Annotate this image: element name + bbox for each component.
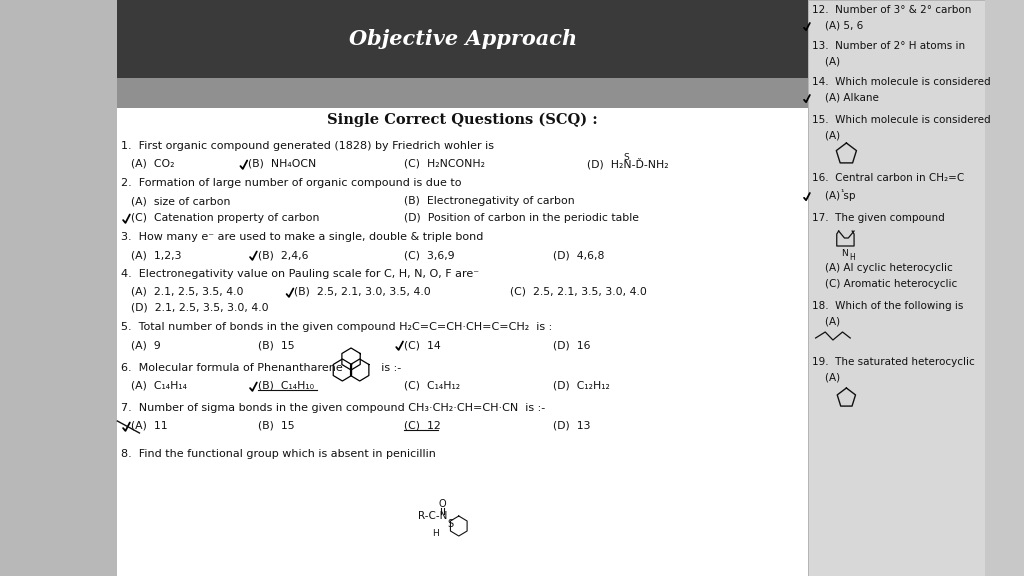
Text: (B)  2.5, 2.1, 3.0, 3.5, 4.0: (B) 2.5, 2.1, 3.0, 3.5, 4.0: [294, 287, 431, 297]
Text: (C)  3,6,9: (C) 3,6,9: [403, 250, 455, 260]
Text: (C)  14: (C) 14: [403, 340, 440, 350]
Bar: [118, 0, 808, 80]
Text: (A)  1,2,3: (A) 1,2,3: [131, 250, 181, 260]
Text: S: S: [624, 153, 629, 161]
Text: (D)  H₂N-Ď-NH₂: (D) H₂N-Ď-NH₂: [587, 158, 669, 170]
Text: (B)  NH₄OCN: (B) NH₄OCN: [248, 159, 316, 169]
Text: (C)  C₁₄H₁₂: (C) C₁₄H₁₂: [403, 381, 460, 391]
Bar: [808, 0, 985, 576]
Text: O: O: [438, 499, 446, 509]
Text: 6.  Molecular formula of Phenantharene           is :-: 6. Molecular formula of Phenantharene is…: [121, 363, 401, 373]
Text: (C) Aromatic heterocyclic: (C) Aromatic heterocyclic: [812, 279, 957, 289]
Text: 14.  Which molecule is considered: 14. Which molecule is considered: [812, 77, 990, 87]
Bar: [118, 100, 808, 576]
Text: (B)  2,4,6: (B) 2,4,6: [258, 250, 308, 260]
Text: (D)  4,6,8: (D) 4,6,8: [553, 250, 604, 260]
Text: 17.  The given compound: 17. The given compound: [812, 213, 944, 223]
Text: (C)  Catenation property of carbon: (C) Catenation property of carbon: [131, 213, 319, 223]
Text: (A): (A): [812, 131, 840, 141]
Text: R-C-N: R-C-N: [419, 511, 447, 521]
Text: H: H: [849, 252, 855, 262]
Text: (A) 5, 6: (A) 5, 6: [812, 21, 863, 31]
Text: Objective Approach: Objective Approach: [348, 29, 577, 49]
Text: (B)  15: (B) 15: [258, 340, 294, 350]
Text: 3.  How many e⁻ are used to make a single, double & triple bond: 3. How many e⁻ are used to make a single…: [121, 232, 483, 242]
Text: (A)  2.1, 2.5, 3.5, 4.0: (A) 2.1, 2.5, 3.5, 4.0: [131, 287, 244, 297]
Text: (A) Alkane: (A) Alkane: [812, 93, 879, 103]
Text: (A) Al cyclic heterocyclic: (A) Al cyclic heterocyclic: [812, 263, 952, 273]
Text: (A): (A): [812, 317, 840, 327]
Text: (D)  13: (D) 13: [553, 421, 591, 431]
Text: 15.  Which molecule is considered: 15. Which molecule is considered: [812, 115, 990, 125]
Text: 19.  The saturated heterocyclic: 19. The saturated heterocyclic: [812, 357, 975, 367]
Text: (A)  C₁₄H₁₄: (A) C₁₄H₁₄: [131, 381, 186, 391]
Text: 16.  Central carbon in CH₂=C: 16. Central carbon in CH₂=C: [812, 173, 964, 183]
Text: (A): (A): [812, 373, 840, 383]
Text: (A)  CO₂: (A) CO₂: [131, 159, 174, 169]
Text: (D)  2.1, 2.5, 3.5, 3.0, 4.0: (D) 2.1, 2.5, 3.5, 3.0, 4.0: [131, 303, 268, 313]
Bar: [118, 78, 808, 108]
Text: 7.  Number of sigma bonds in the given compound CH₃·CH₂·CH=CH·CN  is :-: 7. Number of sigma bonds in the given co…: [121, 403, 546, 413]
Text: 4.  Electronegativity value on Pauling scale for C, H, N, O, F are⁻: 4. Electronegativity value on Pauling sc…: [121, 269, 479, 279]
Text: 2.  Formation of large number of organic compound is due to: 2. Formation of large number of organic …: [121, 178, 462, 188]
Text: (C)  12: (C) 12: [403, 421, 440, 431]
Text: (C)  2.5, 2.1, 3.5, 3.0, 4.0: (C) 2.5, 2.1, 3.5, 3.0, 4.0: [510, 287, 646, 297]
Text: (A)  11: (A) 11: [131, 421, 168, 431]
Text: (D)  16: (D) 16: [553, 340, 591, 350]
Text: (A)  9: (A) 9: [131, 340, 161, 350]
Text: (A)  size of carbon: (A) size of carbon: [131, 196, 230, 206]
Text: (A): (A): [812, 57, 840, 67]
Text: H: H: [432, 529, 439, 539]
Text: 13.  Number of 2° H atoms in: 13. Number of 2° H atoms in: [812, 41, 965, 51]
Text: (B)  C₁₄H₁₀: (B) C₁₄H₁₀: [258, 381, 313, 391]
Text: ¹: ¹: [841, 188, 844, 196]
Text: Single Correct Questions (SCQ) :: Single Correct Questions (SCQ) :: [328, 113, 598, 127]
Text: (D)  C₁₂H₁₂: (D) C₁₂H₁₂: [553, 381, 610, 391]
Text: (D)  Position of carbon in the periodic table: (D) Position of carbon in the periodic t…: [403, 213, 639, 223]
Text: 18.  Which of the following is: 18. Which of the following is: [812, 301, 964, 311]
Text: 5.  Total number of bonds in the given compound H₂C=C=CH·CH=C=CH₂  is :: 5. Total number of bonds in the given co…: [121, 322, 552, 332]
Text: (A) sp: (A) sp: [812, 191, 855, 201]
Text: N: N: [841, 248, 848, 257]
Text: 12.  Number of 3° & 2° carbon: 12. Number of 3° & 2° carbon: [812, 5, 971, 15]
Text: S: S: [447, 519, 454, 529]
Text: 1.  First organic compound generated (1828) by Friedrich wohler is: 1. First organic compound generated (182…: [121, 141, 495, 151]
Text: (B)  15: (B) 15: [258, 421, 294, 431]
Text: (B)  Electronegativity of carbon: (B) Electronegativity of carbon: [403, 196, 574, 206]
Text: 8.  Find the functional group which is absent in penicillin: 8. Find the functional group which is ab…: [121, 449, 436, 459]
Bar: [0, 0, 118, 576]
Text: (C)  H₂NCONH₂: (C) H₂NCONH₂: [403, 159, 485, 169]
